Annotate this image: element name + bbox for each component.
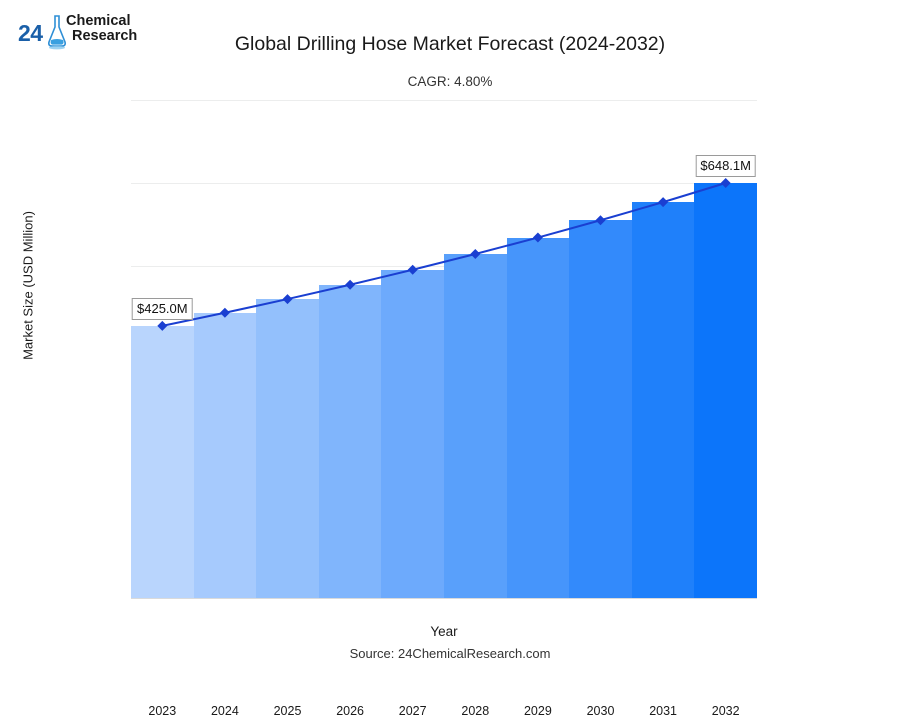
data-point-2023[interactable] xyxy=(157,320,168,331)
flask-icon xyxy=(48,15,66,50)
x-axis-tick-label-2029: 2029 xyxy=(523,704,552,718)
bar-2024[interactable] xyxy=(193,312,257,598)
bar-2032[interactable] xyxy=(694,183,757,598)
data-point-2029[interactable] xyxy=(532,232,543,243)
logo-line-1: Chemical xyxy=(66,13,131,29)
gridline xyxy=(131,182,757,184)
data-point-2028[interactable] xyxy=(470,249,481,260)
gridline xyxy=(131,100,757,101)
x-axis-tick-label-2025: 2025 xyxy=(273,704,302,718)
chart-page: 24 Chemical Research Global Drilling Hos… xyxy=(18,12,757,718)
bar-2023[interactable] xyxy=(131,325,194,598)
brand-logo: 24 Chemical Research xyxy=(18,12,138,54)
x-axis-tick-label-2024: 2024 xyxy=(210,704,239,718)
bar-2030[interactable] xyxy=(569,220,632,598)
bar-2027[interactable] xyxy=(381,269,444,598)
bar-2031[interactable] xyxy=(631,202,695,598)
x-axis-tick-label-2030: 2030 xyxy=(586,704,615,718)
chart-subtitle-cagr: CAGR: 4.80% xyxy=(407,74,493,89)
data-point-2024[interactable] xyxy=(219,307,230,318)
x-axis-title: Year xyxy=(430,624,458,639)
data-label-2023: $425.0M xyxy=(132,297,193,320)
data-point-2025[interactable] xyxy=(282,294,293,305)
chart-title: Global Drilling Hose Market Forecast (20… xyxy=(234,33,666,55)
x-axis-tick-label-2026: 2026 xyxy=(336,704,364,718)
bar-2028[interactable] xyxy=(444,254,507,598)
x-axis-tick-label-2032: 2032 xyxy=(711,704,740,718)
x-axis-tick-label-2028: 2028 xyxy=(461,704,490,718)
trend-line xyxy=(162,182,726,327)
source-note: Source: 24ChemicalResearch.com xyxy=(349,646,551,661)
plot-area: $0.0M$129.6M$259.2M$388.9M$518.5M$648.1M… xyxy=(131,100,757,718)
data-point-2027[interactable] xyxy=(407,264,418,275)
logo-wordmark: Chemical Research xyxy=(66,14,137,44)
logo-line-2: Research xyxy=(72,28,138,44)
data-label-2032: $648.1M xyxy=(695,154,756,177)
bar-2029[interactable] xyxy=(506,237,570,598)
logo-number: 24 xyxy=(18,20,43,46)
x-axis-tick-label-2031: 2031 xyxy=(649,704,677,718)
bar-2025[interactable] xyxy=(256,299,319,598)
data-point-2032[interactable] xyxy=(720,177,731,188)
bar-2026[interactable] xyxy=(318,284,382,598)
x-axis-tick-label-2027: 2027 xyxy=(398,704,427,718)
data-point-2030[interactable] xyxy=(595,215,606,226)
data-point-2031[interactable] xyxy=(658,197,669,208)
y-axis-title: Market Size (USD Million) xyxy=(20,211,36,360)
trend-line-series xyxy=(157,177,731,331)
x-axis-baseline xyxy=(131,598,757,599)
data-point-2026[interactable] xyxy=(345,279,356,290)
x-axis-tick-label-2023: 2023 xyxy=(148,704,177,718)
